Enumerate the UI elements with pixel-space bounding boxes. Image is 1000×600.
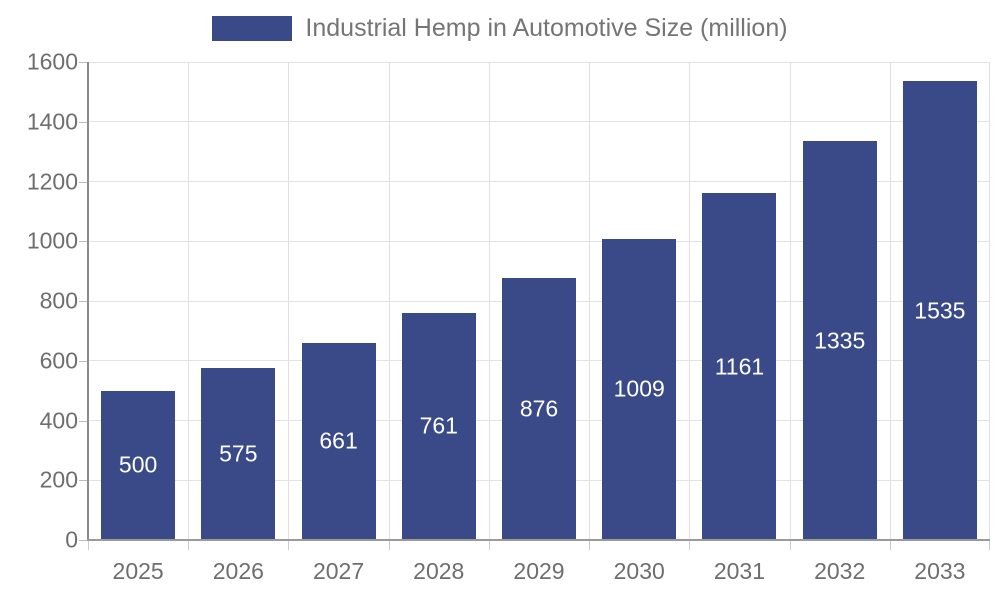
- x-axis-tick: [989, 540, 990, 550]
- bar-2027: 661: [301, 342, 376, 540]
- y-axis-tick: [79, 360, 88, 362]
- x-axis-tick: [789, 540, 791, 550]
- y-axis-tick: [79, 301, 88, 302]
- x-axis-tick: [188, 540, 190, 550]
- y-axis-tick-label: 1600: [26, 48, 78, 75]
- gridline-vertical: [989, 62, 990, 540]
- legend[interactable]: Industrial Hemp in Automotive Size (mill…: [0, 14, 1000, 43]
- bar-value-label: 1335: [814, 327, 866, 354]
- gridline-horizontal: [88, 181, 990, 182]
- bar-value-label: 1535: [914, 297, 966, 324]
- bar-2026: 575: [201, 368, 276, 540]
- x-axis-tick-label: 2027: [312, 558, 365, 584]
- x-axis-tick-label: 2025: [112, 558, 164, 584]
- y-axis-line: [87, 62, 89, 541]
- bar-value-label: 761: [419, 412, 458, 439]
- y-axis-tick: [79, 121, 88, 123]
- x-axis-tick: [889, 540, 891, 550]
- x-axis-tick-label: 2029: [513, 558, 565, 584]
- x-axis-labels: 2025 2026 2027 2028 2029 2030 2031 2032 2033: [0, 558, 1000, 592]
- x-axis-tick-label: 2028: [413, 558, 465, 584]
- y-axis-tick: [79, 62, 88, 63]
- bar-2028: 761: [401, 312, 476, 540]
- gridline-horizontal: [88, 240, 990, 242]
- gridline-vertical: [388, 62, 390, 540]
- bar-2031: 1161: [702, 193, 777, 540]
- y-axis-tick-label: 200: [39, 466, 78, 493]
- y-axis-tick: [79, 420, 88, 422]
- y-axis-tick-label: 600: [39, 347, 78, 374]
- x-axis-tick-label: 2031: [713, 558, 766, 584]
- gridline-vertical: [488, 62, 490, 540]
- x-axis-tick: [288, 540, 290, 550]
- y-axis-tick-label: 1200: [26, 168, 78, 194]
- x-axis-tick-label: 2030: [613, 558, 665, 584]
- bar-value-label: 1009: [613, 375, 665, 402]
- bar-2025: 500: [101, 390, 176, 540]
- y-axis-tick: [79, 241, 88, 243]
- bar-value-label: 575: [219, 440, 258, 467]
- gridline-vertical: [889, 62, 891, 540]
- plot-area: 500 575 661 761 876 1009 1161 1335 1535: [79, 61, 990, 550]
- gridline-horizontal: [88, 61, 990, 63]
- x-axis-tick-label: 2026: [212, 558, 264, 584]
- x-axis-tick: [589, 540, 591, 550]
- gridline-vertical: [689, 62, 691, 540]
- x-axis-tick-label: 2033: [914, 558, 966, 584]
- gridline-vertical: [188, 62, 190, 540]
- y-axis-tick-label: 400: [39, 407, 78, 433]
- y-axis-tick-label: 1000: [26, 227, 78, 254]
- y-axis-tick-label: 0: [65, 526, 78, 553]
- y-axis-tick: [79, 181, 88, 183]
- bar-2032: 1335: [802, 141, 877, 540]
- legend-label: Industrial Hemp in Automotive Size (mill…: [305, 14, 788, 42]
- y-axis-tick: [79, 540, 88, 541]
- y-axis-tick-label: 800: [39, 287, 78, 314]
- legend-swatch-icon: [212, 16, 293, 41]
- x-axis-tick: [388, 540, 390, 550]
- gridline-vertical: [589, 62, 591, 540]
- x-axis-tick: [689, 540, 691, 550]
- y-axis-tick: [79, 480, 88, 482]
- x-axis-tick: [88, 540, 89, 550]
- bar-2030: 1009: [602, 238, 677, 540]
- y-axis-tick-label: 1400: [26, 108, 78, 135]
- gridline-horizontal: [88, 121, 990, 123]
- bar-2033: 1535: [902, 81, 977, 540]
- bar-2029: 876: [502, 278, 576, 540]
- gridline-vertical: [288, 62, 290, 540]
- y-axis-labels: 0 200 400 600 800 1000 1200 1400 1600: [0, 0, 78, 600]
- bar-value-label: 1161: [714, 353, 765, 380]
- gridline-vertical: [789, 62, 791, 540]
- x-axis-tick: [488, 540, 490, 550]
- x-axis-line: [87, 539, 990, 541]
- bar-value-label: 661: [319, 427, 358, 454]
- bar-value-label: 876: [519, 395, 559, 422]
- bar-value-label: 500: [118, 451, 158, 478]
- x-axis-tick-label: 2032: [814, 558, 866, 584]
